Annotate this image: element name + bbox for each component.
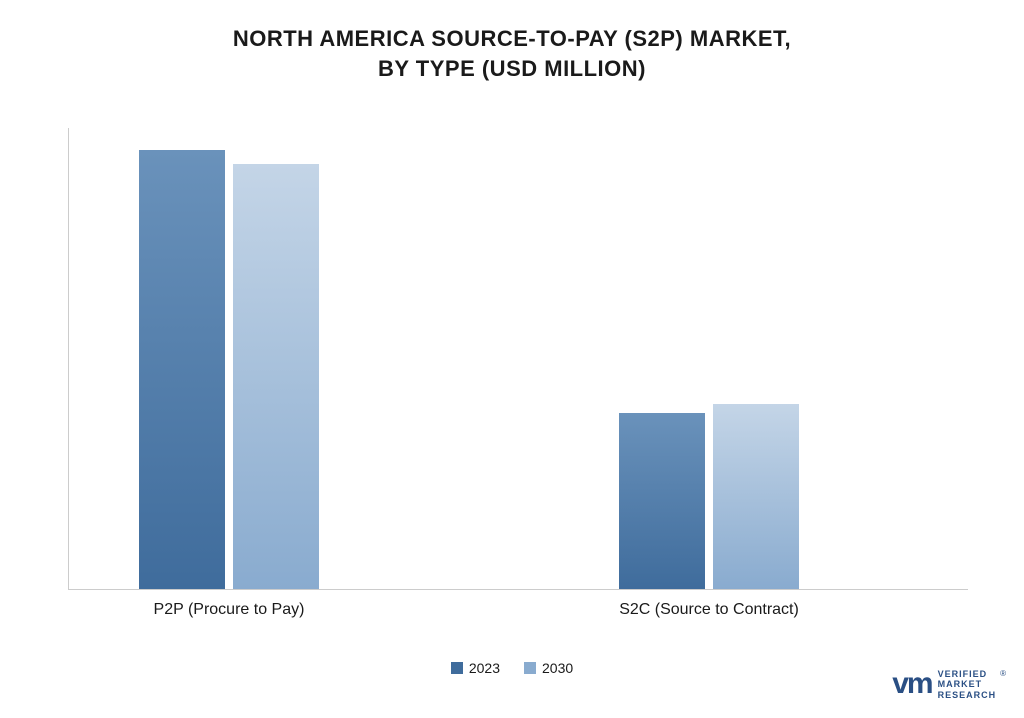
watermark-line-1: VERIFIED (938, 669, 997, 679)
bar-s2c-2023 (619, 413, 705, 589)
chart-plot-area: P2P (Procure to Pay) S2C (Source to Cont… (68, 128, 968, 590)
legend-item-2023: 2023 (451, 660, 500, 676)
watermark-text: VERIFIED MARKET RESEARCH (938, 669, 997, 700)
legend-label-2030: 2030 (542, 660, 573, 676)
watermark-line-2: MARKET (938, 679, 997, 689)
watermark: vm VERIFIED MARKET RESEARCH ® (892, 669, 1006, 700)
legend-item-2030: 2030 (524, 660, 573, 676)
watermark-line-3: RESEARCH (938, 690, 997, 700)
bar-p2p-2030 (233, 164, 319, 589)
bar-group-s2c: S2C (Source to Contract) (619, 128, 799, 589)
chart-title: NORTH AMERICA SOURCE-TO-PAY (S2P) MARKET… (0, 0, 1024, 83)
title-line-2: BY TYPE (USD MILLION) (0, 54, 1024, 84)
legend-swatch-2023 (451, 662, 463, 674)
bar-s2c-2030 (713, 404, 799, 589)
category-label-p2p: P2P (Procure to Pay) (139, 589, 319, 619)
title-line-1: NORTH AMERICA SOURCE-TO-PAY (S2P) MARKET… (0, 24, 1024, 54)
watermark-registered: ® (1000, 669, 1006, 678)
category-label-s2c: S2C (Source to Contract) (619, 589, 799, 619)
bar-group-p2p: P2P (Procure to Pay) (139, 128, 319, 589)
legend-swatch-2030 (524, 662, 536, 674)
watermark-logo-icon: vm (892, 669, 931, 699)
legend-label-2023: 2023 (469, 660, 500, 676)
chart-legend: 2023 2030 (0, 660, 1024, 676)
bar-p2p-2023 (139, 150, 225, 589)
